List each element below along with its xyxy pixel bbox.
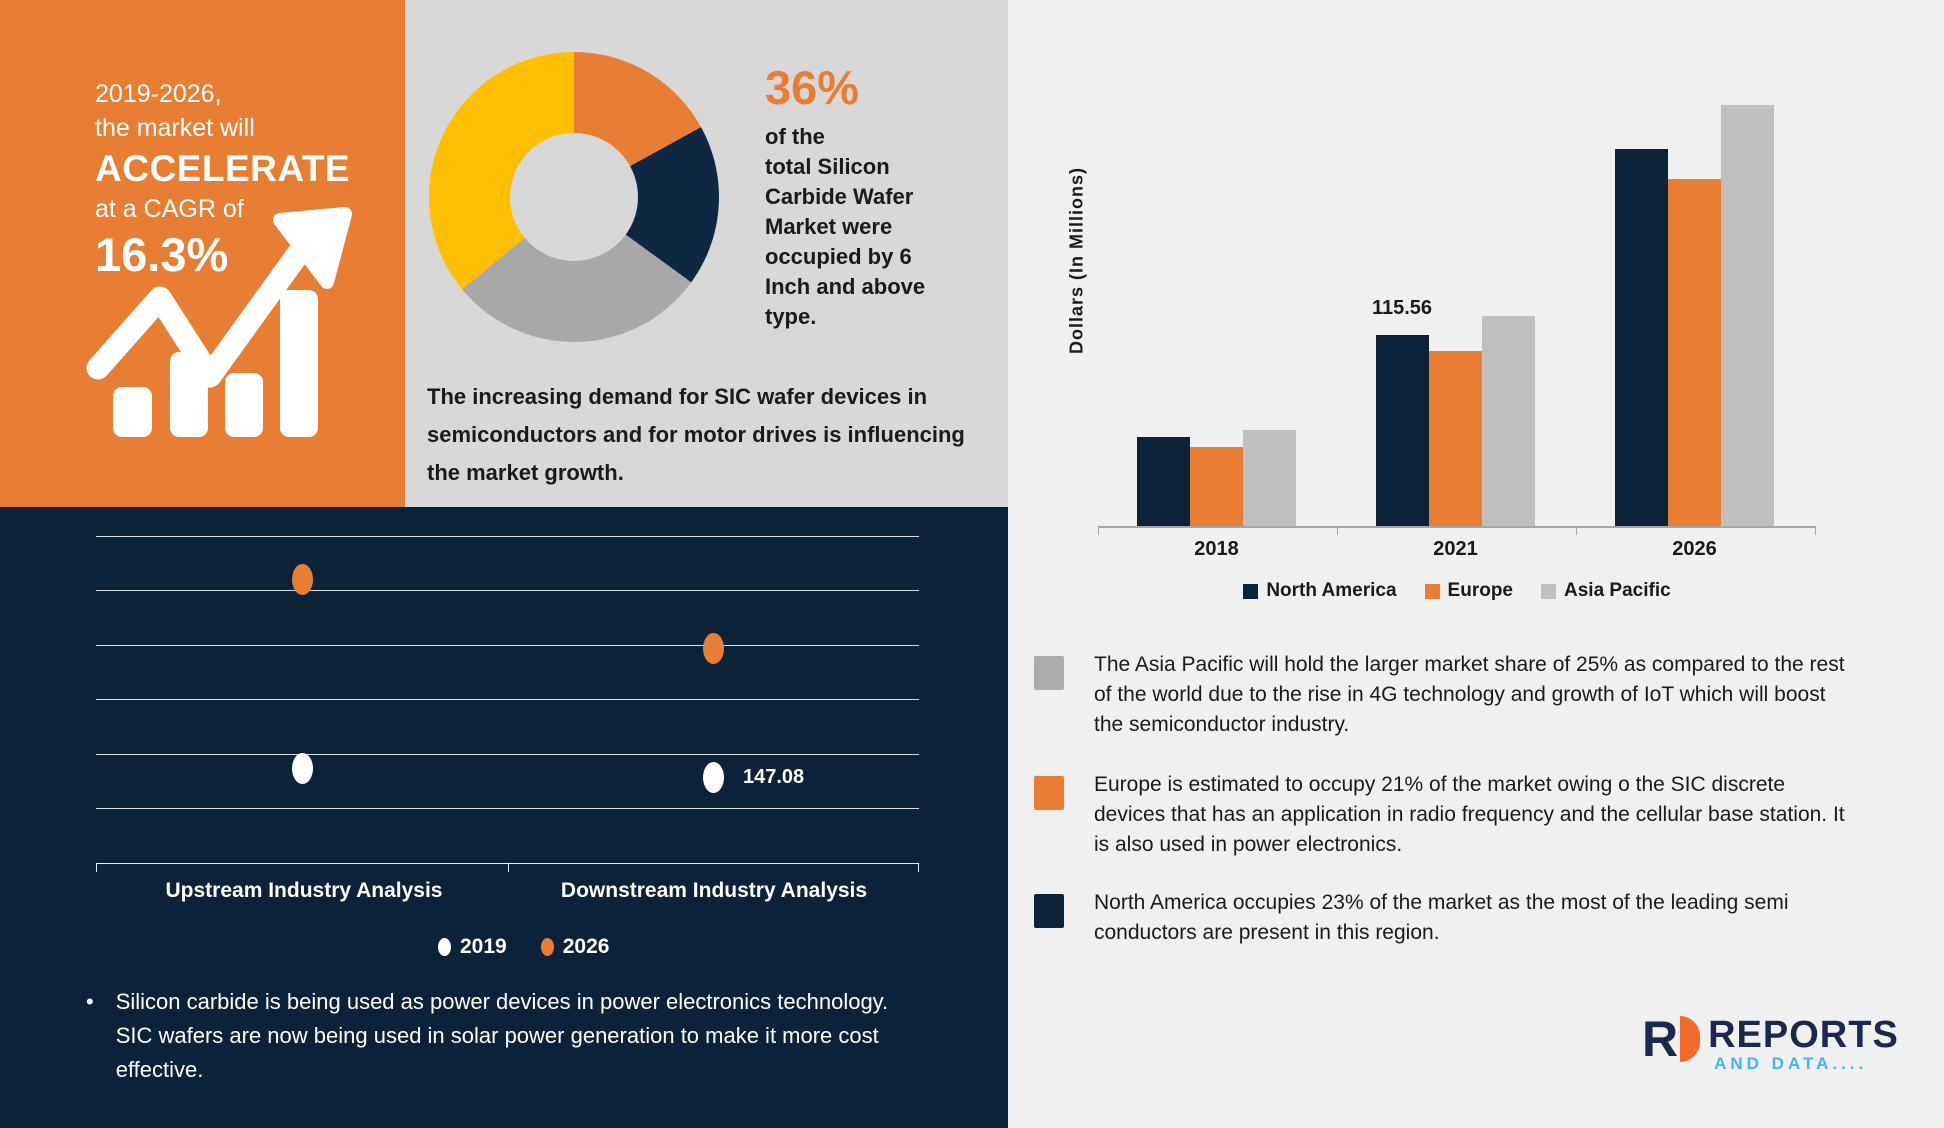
dot-value-label: 147.08 bbox=[743, 766, 805, 788]
growth-chart-arrow-icon bbox=[86, 207, 352, 437]
bar-chart-y-axis-label: Dollars (In Millions) bbox=[1066, 166, 1087, 354]
axis-tick bbox=[96, 863, 97, 872]
cagr-years: 2019-2026, bbox=[95, 80, 222, 108]
legend-label-2019: 2019 bbox=[460, 935, 507, 958]
legend-square-icon bbox=[1541, 583, 1556, 599]
insight-text-north-america: North America occupies 23% of the market… bbox=[1094, 891, 1789, 944]
bar-asia-pacific-2021 bbox=[1482, 316, 1535, 526]
donut-headline-percent: 36% bbox=[765, 61, 860, 114]
reports-and-data-logo: R REPORTS AND DATA.... bbox=[1642, 1011, 1899, 1074]
dot-2019-downstream bbox=[703, 762, 724, 793]
asia-pacific-marker-icon bbox=[1034, 656, 1064, 690]
bullet-text: Silicon carbide is being used as power d… bbox=[115, 989, 889, 1082]
bar-europe-2021 bbox=[1429, 351, 1482, 526]
legend-label-2026: 2026 bbox=[562, 935, 610, 958]
legend-label: North America bbox=[1266, 580, 1397, 601]
legend-item-asia-pacific: Asia Pacific bbox=[1541, 580, 1671, 602]
legend-item-2026: 2026 bbox=[540, 935, 610, 959]
insight-text-asia-pacific: The Asia Pacific will hold the larger ma… bbox=[1094, 653, 1845, 736]
legend-item-north-america: North America bbox=[1243, 580, 1397, 602]
dot-2026-downstream bbox=[703, 633, 724, 664]
legend-dot-2026-icon bbox=[540, 938, 554, 956]
x-axis-tick bbox=[1815, 526, 1816, 535]
bar-north-america-2018 bbox=[1137, 437, 1190, 526]
legend-item-europe: Europe bbox=[1424, 580, 1513, 602]
bar-chart-x-axis bbox=[1098, 526, 1816, 528]
category-label-upstream: Upstream Industry Analysis bbox=[165, 879, 443, 902]
north-america-marker-icon bbox=[1034, 894, 1064, 928]
logo-r-letter: R bbox=[1642, 1011, 1679, 1067]
grid-line bbox=[96, 645, 919, 646]
bullet-icon: • bbox=[86, 989, 94, 1014]
grid-line bbox=[96, 699, 919, 700]
dot-2026-upstream bbox=[292, 564, 313, 595]
legend-square-icon bbox=[1243, 583, 1259, 599]
legend-label: Europe bbox=[1447, 580, 1513, 601]
bar-asia-pacific-2026 bbox=[1721, 105, 1774, 526]
cagr-accelerate: ACCELERATE bbox=[95, 148, 351, 189]
cagr-panel: 2019-2026, the market will ACCELERATE at… bbox=[0, 0, 405, 507]
cagr-line4: at a CAGR of bbox=[95, 195, 244, 223]
category-label-downstream: Downstream Industry Analysis bbox=[560, 879, 868, 902]
logo-reports-text: REPORTS bbox=[1708, 1014, 1899, 1056]
grid-line bbox=[96, 754, 919, 755]
donut-subtext: of the total Silicon Carbide Wafer Marke… bbox=[765, 124, 926, 329]
bar-europe-2018 bbox=[1190, 447, 1243, 526]
logo-and-data-text: AND DATA.... bbox=[1714, 1054, 1868, 1073]
donut-panel: 36% of the total Silicon Carbide Wafer M… bbox=[405, 0, 1008, 507]
cagr-line2: the market will bbox=[95, 114, 255, 142]
donut-caption: The increasing demand for SIC wafer devi… bbox=[427, 384, 965, 485]
dot-plot-panel: 147.08 Upstream Industry Analysis Downst… bbox=[0, 507, 1008, 1128]
axis-tick bbox=[918, 863, 919, 872]
donut-chart bbox=[429, 52, 719, 342]
bar-data-label: 115.56 bbox=[1371, 297, 1433, 319]
legend-item-2019: 2019 bbox=[438, 935, 507, 959]
legend-square-icon bbox=[1424, 583, 1440, 599]
cagr-value: 16.3% bbox=[95, 228, 229, 281]
bar-north-america-2021 bbox=[1376, 335, 1429, 526]
insight-bullet-row: • Silicon carbide is being used as power… bbox=[86, 985, 946, 1087]
legend-label: Asia Pacific bbox=[1564, 580, 1671, 601]
x-tick-label-2018: 2018 bbox=[1194, 538, 1239, 560]
bar-asia-pacific-2018 bbox=[1243, 430, 1296, 526]
dot-2019-upstream bbox=[292, 753, 313, 784]
x-tick-label-2026: 2026 bbox=[1672, 538, 1717, 560]
grid-line bbox=[96, 590, 919, 591]
europe-marker-icon bbox=[1034, 776, 1064, 810]
logo-d-shape bbox=[1680, 1016, 1701, 1062]
bar-europe-2026 bbox=[1668, 179, 1721, 526]
donut-hole bbox=[510, 133, 638, 261]
reports-and-data-logo-icon: R bbox=[1642, 1011, 1701, 1067]
grid-line bbox=[96, 536, 919, 537]
x-axis-tick bbox=[1098, 526, 1099, 535]
grid-line bbox=[96, 808, 919, 809]
insight-text-europe: Europe is estimated to occupy 21% of the… bbox=[1094, 773, 1845, 856]
dot-plot-axis bbox=[96, 863, 919, 864]
x-axis-tick bbox=[1337, 526, 1338, 535]
x-tick-label-2021: 2021 bbox=[1433, 538, 1478, 560]
bar-chart-legend: North America Europe Asia Pacific bbox=[1098, 580, 1816, 602]
logo-text-block: REPORTS AND DATA.... bbox=[1708, 1016, 1899, 1074]
legend-dot-2019-icon bbox=[438, 938, 451, 956]
cagr-text-block: 2019-2026, the market will ACCELERATE at… bbox=[95, 80, 351, 281]
axis-tick bbox=[508, 863, 509, 872]
bar-north-america-2026 bbox=[1615, 149, 1668, 526]
bar-chart-panel: Dollars (In Millions) 115.56 2018 2021 202… bbox=[1008, 0, 1944, 1128]
x-axis-tick bbox=[1576, 526, 1577, 535]
dot-plot-legend: 2019 2026 bbox=[438, 935, 609, 959]
